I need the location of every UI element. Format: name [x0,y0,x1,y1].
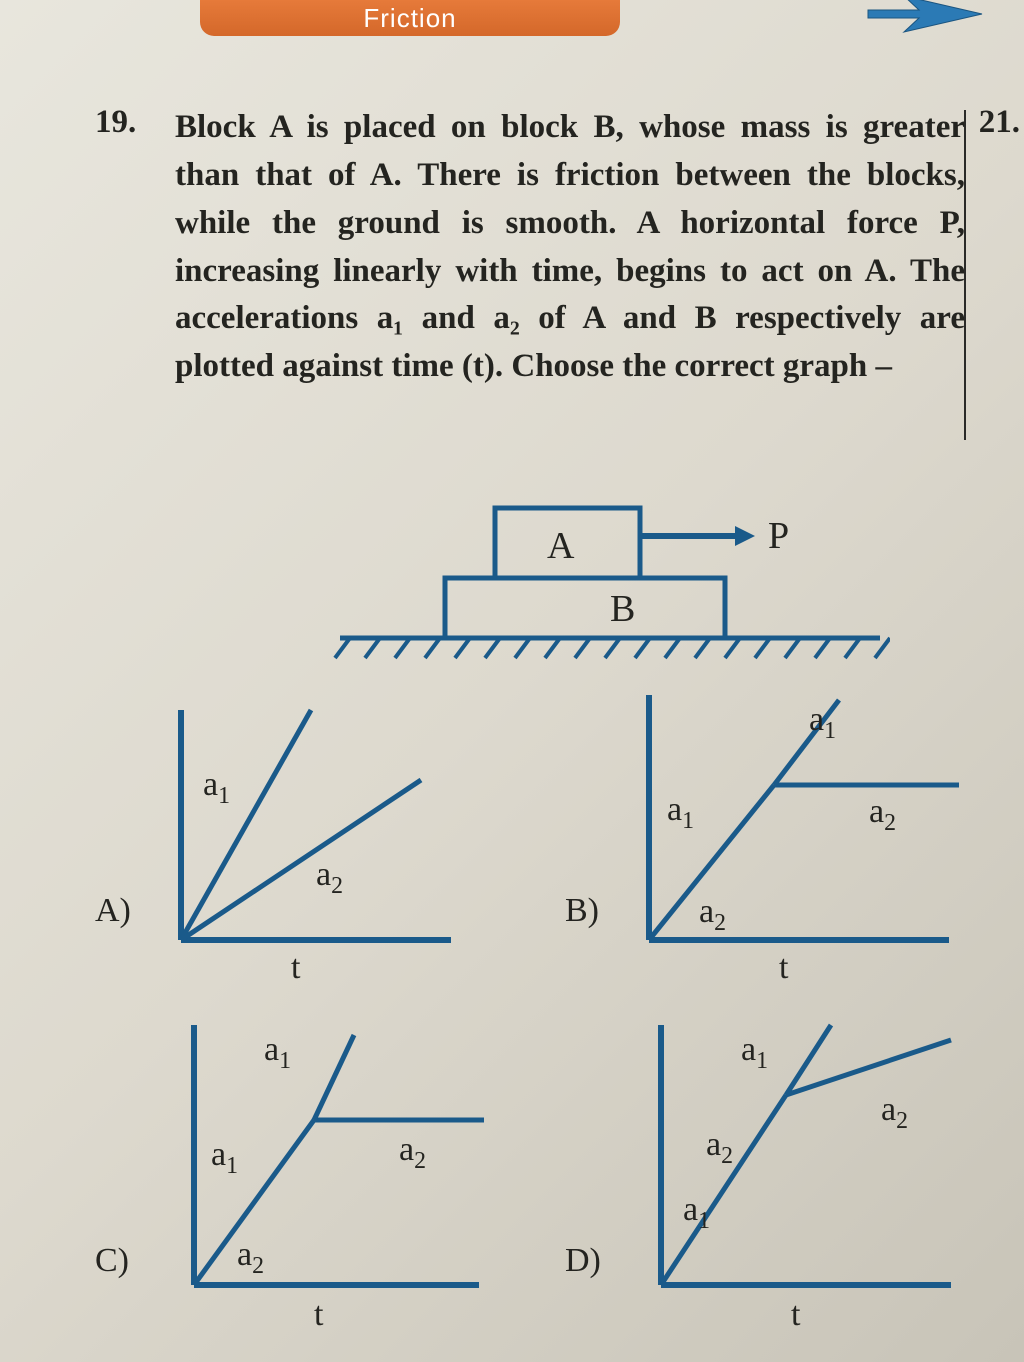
svg-text:t: t [314,1296,324,1330]
svg-text:a1: a1 [264,1031,291,1074]
chapter-title: Friction [363,3,456,34]
block-diagram: B A P [330,488,890,678]
block-a-label: A [547,525,575,567]
svg-text:t: t [791,1296,801,1330]
svg-text:a1: a1 [741,1031,768,1074]
option-d-graph: a1 a2 a1 a2 t [611,1020,981,1330]
option-b-label: B) [565,892,599,930]
content-area: 21. 19. Block A is placed on block B, wh… [40,50,1024,1362]
header-arrow-icon [864,0,984,36]
svg-text:a2: a2 [881,1091,908,1134]
page: Friction 21. 19. Block A is placed on bl… [0,0,1024,1362]
option-c-graph: a1 a2 a1 a2 t [139,1020,499,1330]
options-grid: A) a1 a2 t B) [95,690,994,1362]
option-d-label: D) [565,1242,601,1280]
svg-text:t: t [779,949,789,980]
svg-text:a2: a2 [316,856,343,899]
svg-text:a1: a1 [683,1191,710,1234]
svg-text:a1: a1 [667,791,694,834]
question-text: Block A is placed on block B, whose mass… [175,104,965,391]
svg-text:a1: a1 [211,1136,238,1179]
block-b-label: B [610,588,635,630]
option-a-label: A) [95,892,131,930]
option-b: B) a1 a2 a1 a2 t [565,690,979,980]
question-number-21: 21. [979,104,1020,141]
svg-text:a2: a2 [706,1126,733,1169]
option-b-graph: a1 a2 a1 a2 t [609,690,979,980]
svg-text:a2: a2 [237,1236,264,1279]
option-c: C) a1 a2 a1 a2 t [95,1020,499,1330]
question-number-19: 19. [95,104,136,141]
option-d: D) a1 a2 a1 a2 t [565,1020,981,1330]
option-a: A) a1 a2 t [95,690,471,980]
svg-text:a1: a1 [203,766,230,809]
force-label: P [768,515,789,557]
option-a-graph: a1 a2 t [141,690,471,980]
option-c-label: C) [95,1242,129,1280]
header-bar: Friction [200,0,620,36]
svg-text:a2: a2 [869,793,896,836]
svg-text:a2: a2 [399,1131,426,1174]
svg-text:t: t [291,949,301,980]
svg-text:a2: a2 [699,893,726,936]
